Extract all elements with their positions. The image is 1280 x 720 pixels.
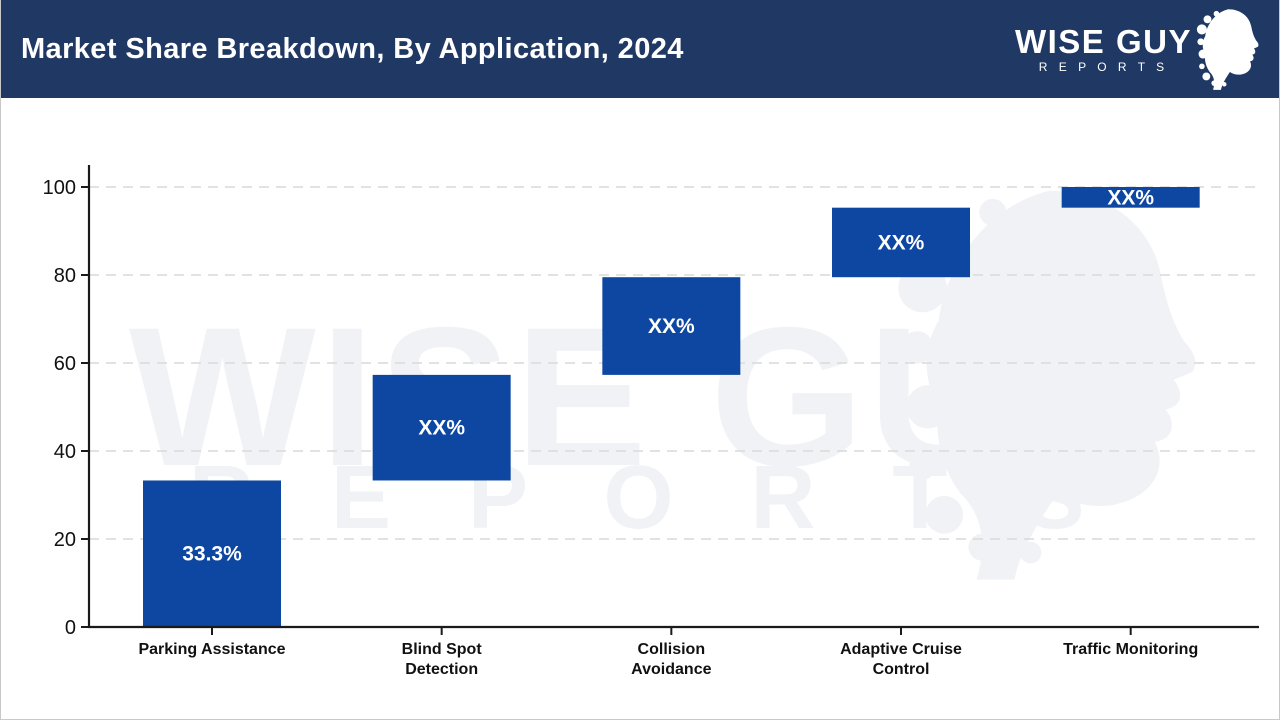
x-tick-label: Blind Spot Detection [402,641,483,678]
y-tick-label: 20 [54,529,76,551]
bar-value-label: XX% [1107,186,1154,209]
y-tick-label: 0 [65,617,76,639]
bar-value-label: XX% [878,231,925,254]
logo: WISE GUY R E P O R T S [1015,7,1279,91]
x-tick-label: Collision Avoidance [631,641,711,678]
face-profile-dots-icon [1196,9,1259,90]
y-tick-label: 100 [43,177,76,199]
bar-1 [143,480,281,627]
bar-5 [1061,187,1200,208]
header: Market Share Breakdown, By Application, … [1,0,1279,98]
logo-wordmark: WISE GUY [1014,23,1192,60]
bar-value-label: XX% [418,417,465,440]
x-tick-label: Traffic Monitoring [1063,641,1198,658]
logo-subtitle: R E P O R T S [1038,60,1169,74]
x-tick-label: Parking Assistance [138,641,285,658]
x-tick-label: Adaptive Cruise Control [840,641,962,678]
bar-2 [372,374,511,481]
y-tick-label: 40 [54,441,76,463]
bar-value-label: XX% [648,315,695,338]
y-tick-label: 60 [54,353,76,375]
bar-4 [832,207,971,278]
y-tick-label: 80 [54,265,76,287]
bar-3 [602,277,741,375]
logo-text: WISE GUY R E P O R T S [1015,25,1192,73]
page-title: Market Share Breakdown, By Application, … [21,32,684,65]
bar-value-label: 33.3% [182,543,242,566]
